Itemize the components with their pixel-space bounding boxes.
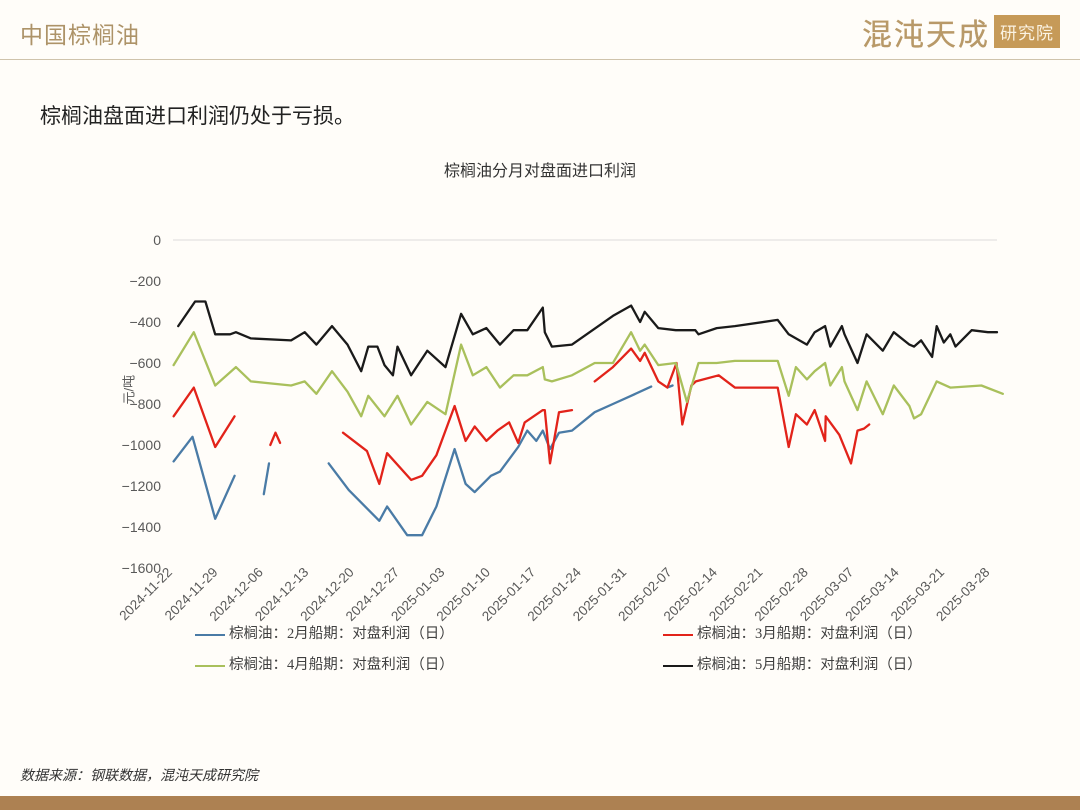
svg-text:−200: −200 [129,273,161,289]
svg-text:−400: −400 [129,314,161,330]
svg-text:−1000: −1000 [122,437,162,453]
svg-text:−1200: −1200 [122,478,162,494]
svg-text:−800: −800 [129,396,161,412]
svg-text:−600: −600 [129,355,161,371]
svg-text:0: 0 [153,232,161,248]
svg-text:−1400: −1400 [122,519,162,535]
